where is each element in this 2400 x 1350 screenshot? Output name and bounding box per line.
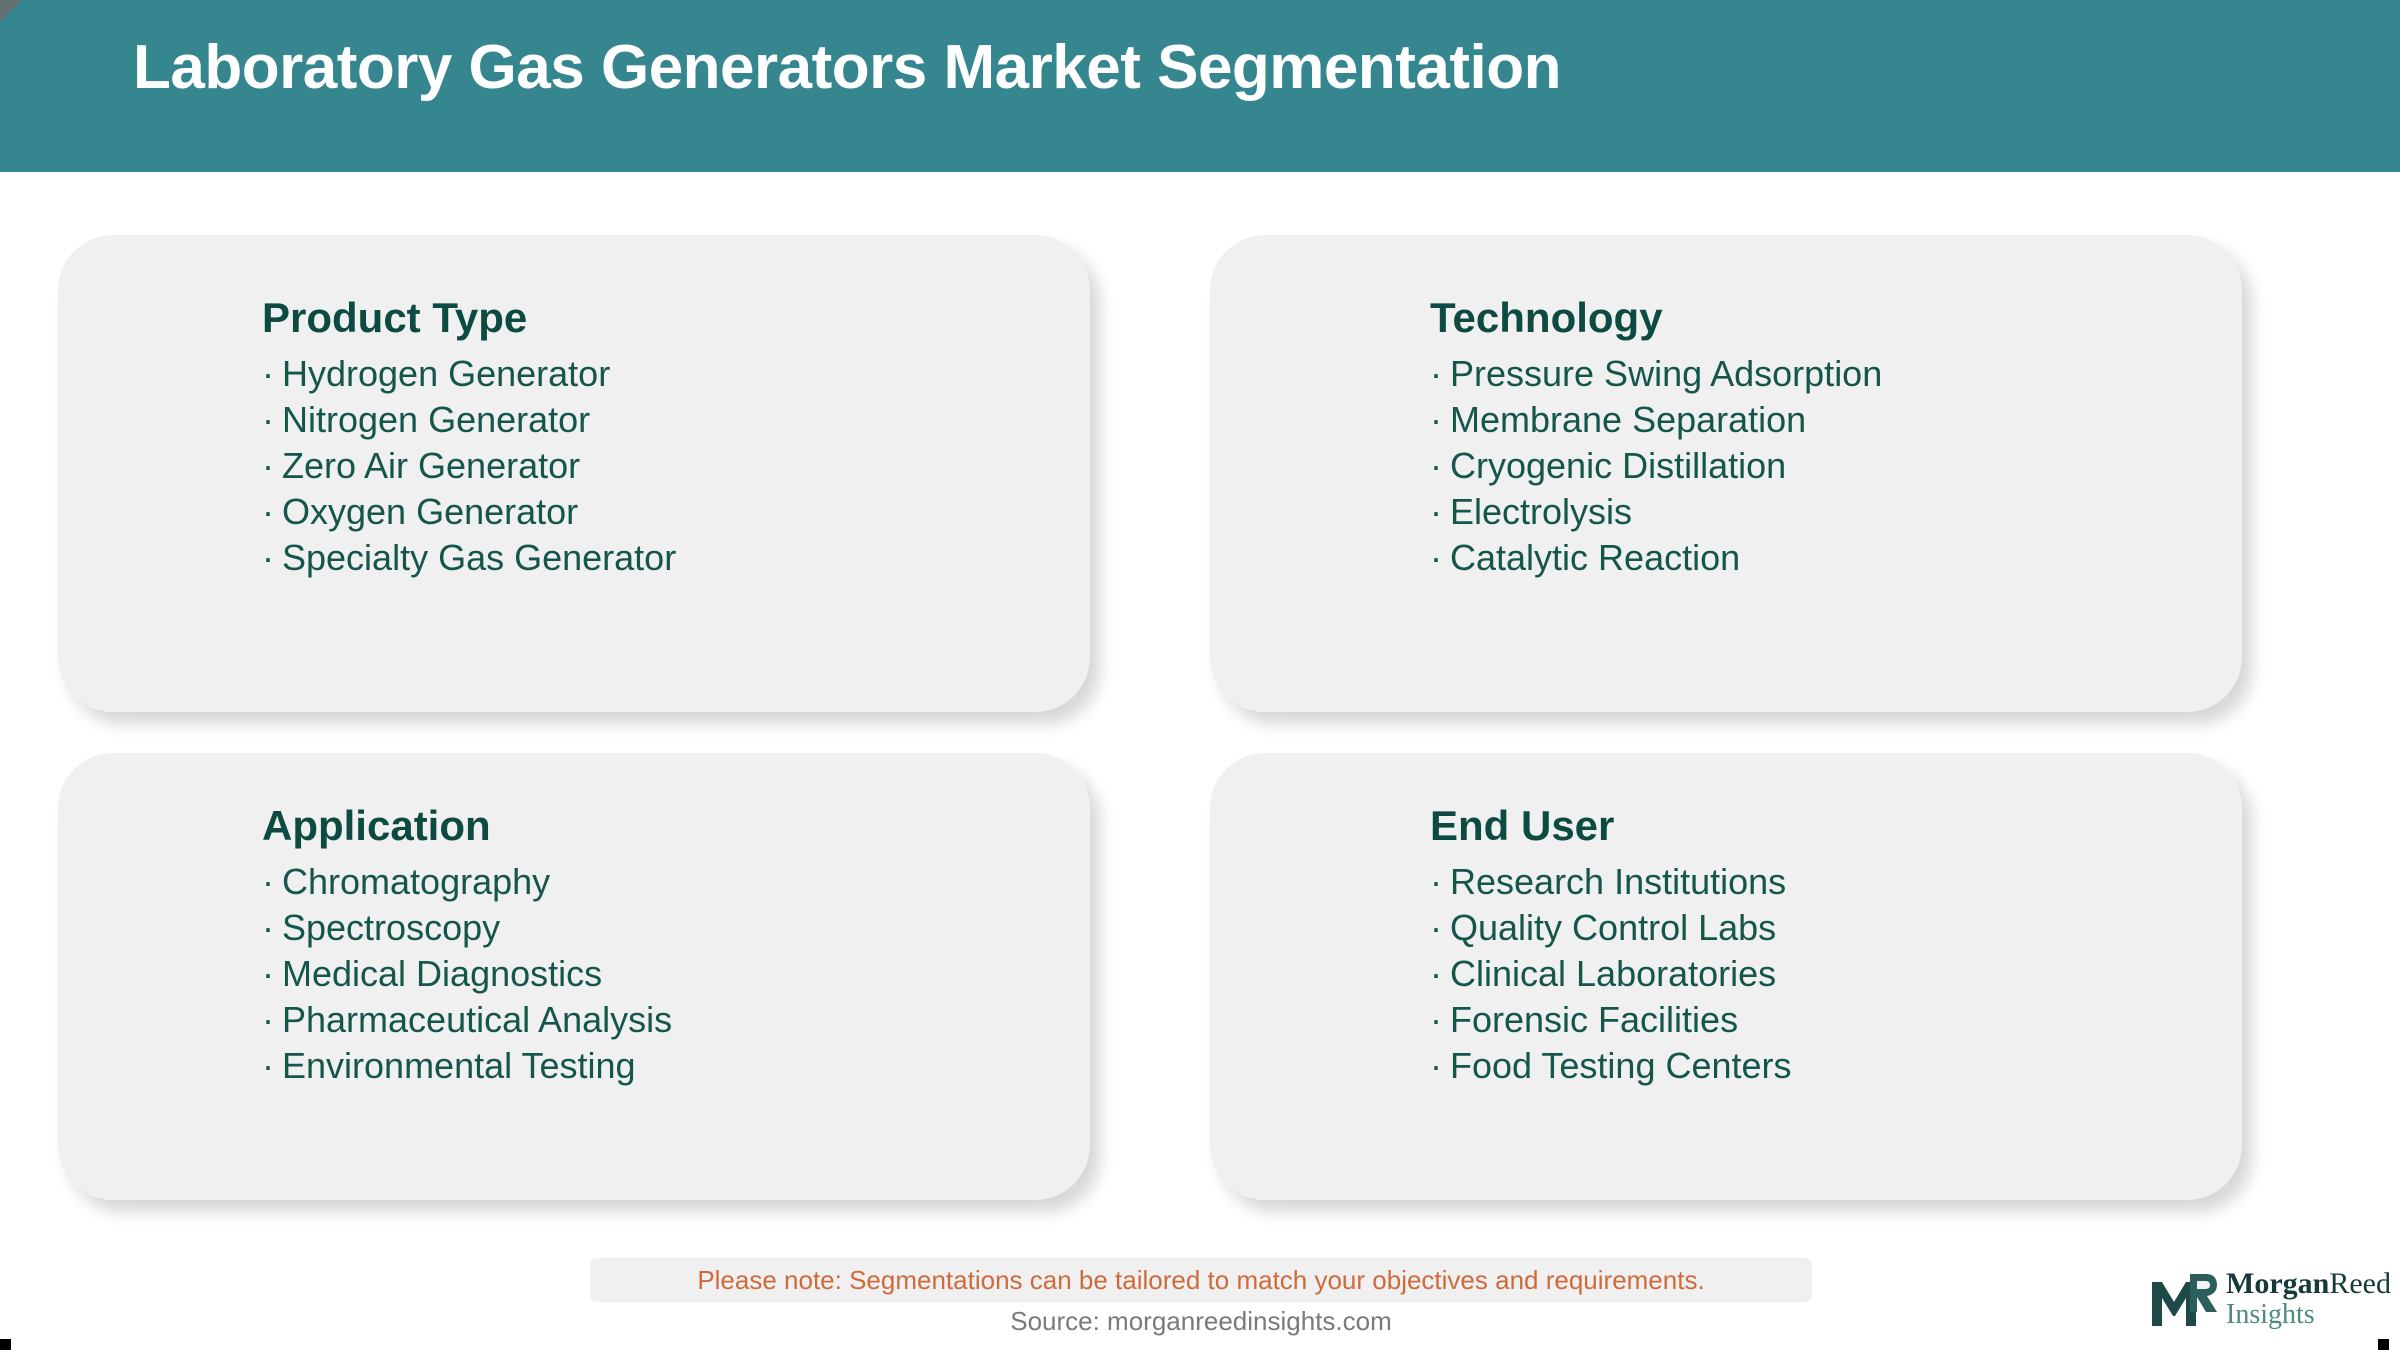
list-item: · Cryogenic Distillation xyxy=(1430,443,1882,489)
bullet-icon: · xyxy=(262,399,274,441)
list-item: · Research Institutions xyxy=(1430,859,1792,905)
bullet-icon: · xyxy=(262,445,274,487)
list-item: · Pharmaceutical Analysis xyxy=(262,997,672,1043)
logo-wordmark: MorganReed Insights xyxy=(2226,1267,2391,1330)
logo-tagline: Insights xyxy=(2226,1299,2315,1330)
list-item: · Specialty Gas Generator xyxy=(262,535,676,581)
card-title: End User xyxy=(1430,802,1615,849)
segment-card-application: Application · Chromatography · Spectroscop… xyxy=(58,753,1090,1200)
list-item-label: Membrane Separation xyxy=(1450,399,1807,441)
card-title: Application xyxy=(262,802,491,849)
list-item: · Forensic Facilities xyxy=(1430,997,1792,1043)
card-title: Technology xyxy=(1430,294,1663,341)
card-item-list: · Research Institutions · Quality Control … xyxy=(1430,859,1792,1089)
list-item: · Environmental Testing xyxy=(262,1043,672,1089)
list-item: · Spectroscopy xyxy=(262,905,672,951)
list-item-label: Forensic Facilities xyxy=(1450,999,1739,1041)
logo-name-regular: Reed xyxy=(2329,1267,2391,1300)
list-item-label: Catalytic Reaction xyxy=(1450,537,1741,579)
tailoring-note-text: Please note: Segmentations can be tailor… xyxy=(697,1265,1705,1295)
list-item: · Clinical Laboratories xyxy=(1430,951,1792,997)
tailoring-note-banner: Please note: Segmentations can be tailor… xyxy=(590,1258,1812,1302)
list-item-label: Chromatography xyxy=(282,861,551,903)
card-content: Product Type · Hydrogen Generator · Nitrog… xyxy=(262,294,676,581)
bullet-icon: · xyxy=(1430,907,1442,949)
bullet-icon: · xyxy=(262,953,274,995)
source-attribution: Source: morganreedinsights.com xyxy=(1010,1306,1392,1336)
list-item-label: Environmental Testing xyxy=(282,1045,636,1087)
list-item: · Hydrogen Generator xyxy=(262,351,676,397)
list-item-label: Pharmaceutical Analysis xyxy=(282,999,673,1041)
bullet-icon: · xyxy=(1430,491,1442,533)
list-item-label: Quality Control Labs xyxy=(1450,907,1777,949)
bullet-icon: · xyxy=(262,999,274,1041)
bullet-icon: · xyxy=(262,537,274,579)
mr-monogram-icon xyxy=(2150,1272,2218,1328)
list-item: · Electrolysis xyxy=(1430,489,1882,535)
bullet-icon: · xyxy=(1430,999,1442,1041)
segment-card-technology: Technology · Pressure Swing Adsorption · M… xyxy=(1210,235,2242,712)
list-item-label: Cryogenic Distillation xyxy=(1450,445,1787,487)
list-item: · Medical Diagnostics xyxy=(262,951,672,997)
list-item: · Pressure Swing Adsorption xyxy=(1430,351,1882,397)
card-item-list: · Chromatography · Spectroscopy · Medical D… xyxy=(262,859,672,1089)
list-item-label: Specialty Gas Generator xyxy=(282,537,677,579)
card-content: Application · Chromatography · Spectroscop… xyxy=(262,802,672,1089)
list-item: · Food Testing Centers xyxy=(1430,1043,1792,1089)
bullet-icon: · xyxy=(1430,399,1442,441)
bullet-icon: · xyxy=(262,861,274,903)
list-item-label: Oxygen Generator xyxy=(282,491,579,533)
segment-card-product-type: Product Type · Hydrogen Generator · Nitrog… xyxy=(58,235,1090,712)
bullet-icon: · xyxy=(262,907,274,949)
list-item: · Catalytic Reaction xyxy=(1430,535,1882,581)
list-item-label: Clinical Laboratories xyxy=(1450,953,1777,995)
corner-artifact-bottom-left xyxy=(0,1339,11,1350)
list-item-label: Food Testing Centers xyxy=(1450,1045,1792,1087)
bullet-icon: · xyxy=(1430,353,1442,395)
card-item-list: · Pressure Swing Adsorption · Membrane Sep… xyxy=(1430,351,1882,581)
list-item: · Nitrogen Generator xyxy=(262,397,676,443)
logo-company-name: MorganReed xyxy=(2226,1267,2391,1300)
card-content: Technology · Pressure Swing Adsorption · M… xyxy=(1430,294,1882,581)
bullet-icon: · xyxy=(262,353,274,395)
list-item-label: Electrolysis xyxy=(1450,491,1633,533)
list-item-label: Hydrogen Generator xyxy=(282,353,611,395)
list-item: · Membrane Separation xyxy=(1430,397,1882,443)
corner-artifact-bottom-right xyxy=(2378,1339,2389,1350)
list-item-label: Zero Air Generator xyxy=(282,445,581,487)
list-item-label: Medical Diagnostics xyxy=(282,953,603,995)
card-title: Product Type xyxy=(262,294,528,341)
logo-name-bold: Morgan xyxy=(2226,1267,2330,1300)
card-content: End User · Research Institutions · Quality… xyxy=(1430,802,1792,1089)
bullet-icon: · xyxy=(1430,537,1442,579)
bullet-icon: · xyxy=(262,491,274,533)
page-title: Laboratory Gas Generators Market Segment… xyxy=(133,33,1562,102)
card-item-list: · Hydrogen Generator · Nitrogen Generator … xyxy=(262,351,676,581)
bullet-icon: · xyxy=(1430,953,1442,995)
bullet-icon: · xyxy=(1430,1045,1442,1087)
bullet-icon: · xyxy=(1430,445,1442,487)
list-item: · Zero Air Generator xyxy=(262,443,676,489)
bullet-icon: · xyxy=(262,1045,274,1087)
company-logo: MorganReed Insights xyxy=(2150,1268,2391,1334)
list-item-label: Pressure Swing Adsorption xyxy=(1450,353,1883,395)
corner-notch-icon xyxy=(0,0,22,22)
list-item-label: Nitrogen Generator xyxy=(282,399,591,441)
page-header: Laboratory Gas Generators Market Segment… xyxy=(0,0,2400,172)
list-item-label: Spectroscopy xyxy=(282,907,501,949)
list-item: · Oxygen Generator xyxy=(262,489,676,535)
list-item: · Chromatography xyxy=(262,859,672,905)
list-item: · Quality Control Labs xyxy=(1430,905,1792,951)
list-item-label: Research Institutions xyxy=(1450,861,1787,903)
segment-card-end-user: End User · Research Institutions · Quality… xyxy=(1210,753,2242,1200)
bullet-icon: · xyxy=(1430,861,1442,903)
